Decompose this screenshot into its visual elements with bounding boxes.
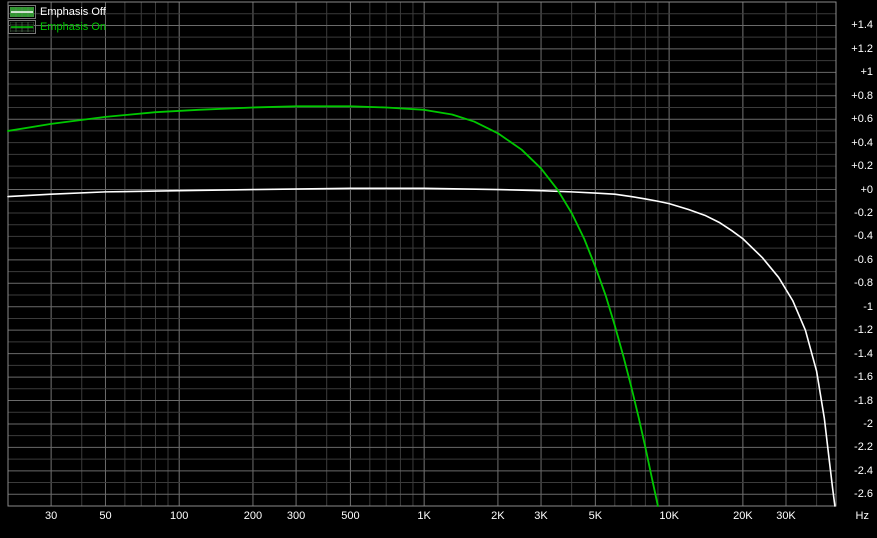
x-tick-label: 500 [341,510,359,522]
y-tick-label: -0.2 [841,207,873,219]
y-tick-label: +1 [841,66,873,78]
y-tick-label: -1.2 [841,324,873,336]
y-tick-label: +0.6 [841,113,873,125]
y-tick-label: +1.2 [841,43,873,55]
legend: Emphasis Off Emphasis On [8,4,106,34]
x-tick-label: 20K [733,510,753,522]
y-tick-label: -1 [841,301,873,313]
x-tick-label: 30 [45,510,57,522]
x-axis-unit: Hz [856,510,869,522]
x-tick-label: 10K [659,510,679,522]
x-tick-label: 30K [776,510,796,522]
legend-swatch [8,5,36,19]
y-tick-label: -0.6 [841,254,873,266]
x-tick-label: 3K [534,510,547,522]
x-tick-label: 200 [244,510,262,522]
legend-item: Emphasis On [8,19,106,34]
y-tick-label: -1.4 [841,348,873,360]
y-tick-label: +0.8 [841,90,873,102]
frequency-response-chart: Emphasis Off Emphasis On dB [0,0,877,538]
x-tick-label: 50 [99,510,111,522]
y-tick-label: -2.4 [841,465,873,477]
y-tick-label: +0.2 [841,160,873,172]
legend-label: Emphasis Off [40,6,106,18]
y-tick-label: +0 [841,184,873,196]
y-tick-label: -0.4 [841,230,873,242]
y-tick-label: +0.4 [841,137,873,149]
y-tick-label: -1.6 [841,371,873,383]
legend-item: Emphasis Off [8,4,106,19]
x-tick-label: 1K [417,510,430,522]
plot-area [0,0,877,538]
x-tick-label: 5K [589,510,602,522]
legend-label: Emphasis On [40,21,106,33]
y-tick-label: -2 [841,418,873,430]
y-tick-label: -1.8 [841,395,873,407]
x-tick-label: 2K [491,510,504,522]
y-tick-label: -0.8 [841,277,873,289]
y-tick-label: -2.2 [841,441,873,453]
y-tick-label: -2.6 [841,488,873,500]
legend-swatch [8,20,36,34]
x-tick-label: 100 [170,510,188,522]
x-tick-label: 300 [287,510,305,522]
y-tick-label: +1.4 [841,19,873,31]
